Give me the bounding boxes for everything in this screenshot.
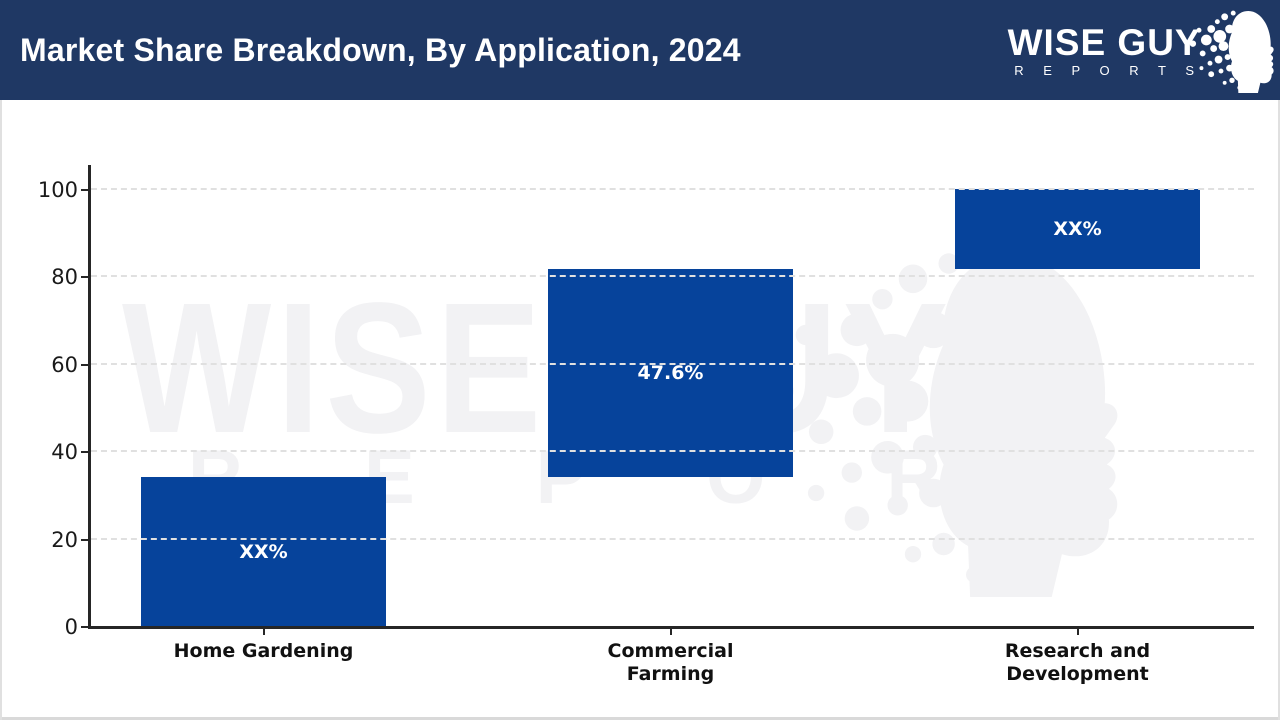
header-banner: Market Share Breakdown, By Application, … bbox=[0, 0, 1280, 100]
bar-3: XX% bbox=[955, 188, 1200, 269]
x-tick-1 bbox=[262, 629, 265, 635]
y-tick-20 bbox=[81, 538, 88, 541]
y-tick-label-40: 40 bbox=[51, 440, 78, 464]
logo-wordmark: WISE GUY bbox=[1007, 21, 1201, 63]
watermark-face bbox=[767, 253, 1118, 598]
x-category-label-2: Commercial Farming bbox=[607, 640, 734, 685]
gridline-60 bbox=[91, 362, 1254, 365]
y-tick-80 bbox=[81, 276, 88, 278]
x-tick-2 bbox=[669, 629, 672, 635]
gridline-20 bbox=[91, 537, 1254, 540]
gridline-80 bbox=[91, 275, 1254, 277]
market-share-chart: WISE GUY R E P O R T S XX%47.6%XX%020406… bbox=[0, 100, 1280, 720]
x-tick-3 bbox=[1076, 629, 1079, 635]
y-tick-label-60: 60 bbox=[51, 352, 78, 377]
y-tick-40 bbox=[81, 451, 88, 453]
y-tick-label-20: 20 bbox=[51, 527, 78, 552]
y-tick-label-80: 80 bbox=[51, 265, 78, 289]
bar-1: XX% bbox=[141, 477, 386, 626]
y-tick-label-0: 0 bbox=[64, 615, 78, 639]
page-title: Market Share Breakdown, By Application, … bbox=[20, 31, 741, 68]
gridline-100 bbox=[91, 187, 1254, 190]
bar-value-label: XX% bbox=[239, 540, 288, 563]
y-tick-100 bbox=[81, 188, 88, 191]
bar-value-label: 47.6% bbox=[637, 362, 704, 385]
x-category-label-3: Research and Development bbox=[1004, 640, 1151, 685]
x-axis-line bbox=[88, 626, 1254, 629]
x-category-label-1: Home Gardening bbox=[173, 640, 354, 662]
y-axis-line bbox=[88, 165, 91, 629]
watermark-wordmark: WISE GUY bbox=[122, 264, 953, 472]
bar-2: 47.6% bbox=[548, 269, 793, 478]
y-tick-0 bbox=[81, 626, 88, 628]
bar-value-label: XX% bbox=[1053, 217, 1102, 240]
y-tick-label-100: 100 bbox=[37, 177, 78, 202]
y-tick-60 bbox=[81, 363, 88, 366]
logo-text: WISE GUY R E P O R T S bbox=[1006, 21, 1202, 79]
logo-tagline: R E P O R T S bbox=[1014, 63, 1202, 79]
gridline-40 bbox=[91, 450, 1254, 452]
wise-guy-logo: WISE GUY R E P O R T S bbox=[1006, 6, 1278, 96]
